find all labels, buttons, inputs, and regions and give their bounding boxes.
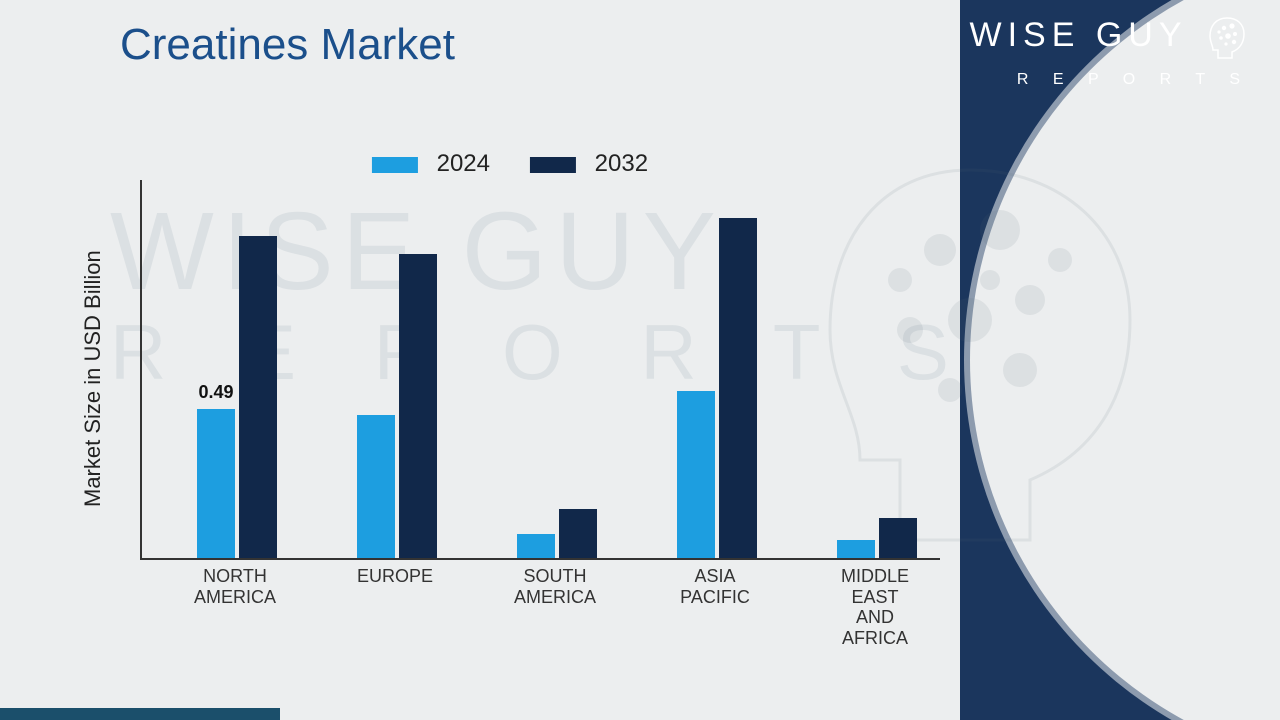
- bar: [517, 534, 555, 558]
- plot-region: 0.49: [140, 180, 940, 560]
- bar: [559, 509, 597, 558]
- bar: [399, 254, 437, 558]
- bar: [837, 540, 875, 558]
- legend-item-2032: 2032: [530, 150, 648, 178]
- bar: [677, 391, 715, 558]
- bottom-strip: [0, 708, 280, 720]
- bar: [239, 236, 277, 558]
- bar-value-label: 0.49: [198, 382, 233, 403]
- x-tick-label: SOUTHAMERICA: [485, 566, 625, 607]
- x-tick-label: EUROPE: [325, 566, 465, 587]
- bar: [197, 409, 235, 558]
- legend-swatch-2024: [372, 157, 418, 173]
- bar: [879, 518, 917, 558]
- brand-logo: WISE GUY R E P O R T S: [970, 18, 1250, 88]
- bar-group: [517, 509, 597, 558]
- x-tick-label: NORTHAMERICA: [165, 566, 305, 607]
- brand-line1: WISE GUY: [970, 16, 1188, 54]
- bar-group: [677, 218, 757, 558]
- brand-line2: R E P O R T S: [970, 72, 1250, 88]
- bar-group: [837, 518, 917, 558]
- x-tick-label: MIDDLEEASTANDAFRICA: [805, 566, 945, 649]
- stage: WISE GUY R E P O R T S WISE GUY R E P O …: [0, 0, 1280, 720]
- y-axis-label: Market Size in USD Billion: [80, 250, 106, 507]
- x-axis-labels: NORTHAMERICA EUROPE SOUTHAMERICA ASIAPACIFI…: [140, 566, 940, 686]
- x-tick-label: ASIAPACIFIC: [645, 566, 785, 607]
- chart-area: 2024 2032 Market Size in USD Billion 0.4…: [60, 150, 960, 690]
- bar: [719, 218, 757, 558]
- bar-group: [357, 254, 437, 558]
- bar: [357, 415, 395, 558]
- legend: 2024 2032: [372, 150, 648, 178]
- legend-item-2024: 2024: [372, 150, 490, 178]
- page-title: Creatines Market: [120, 20, 455, 70]
- brain-head-icon: [1204, 16, 1250, 66]
- legend-swatch-2032: [530, 157, 576, 173]
